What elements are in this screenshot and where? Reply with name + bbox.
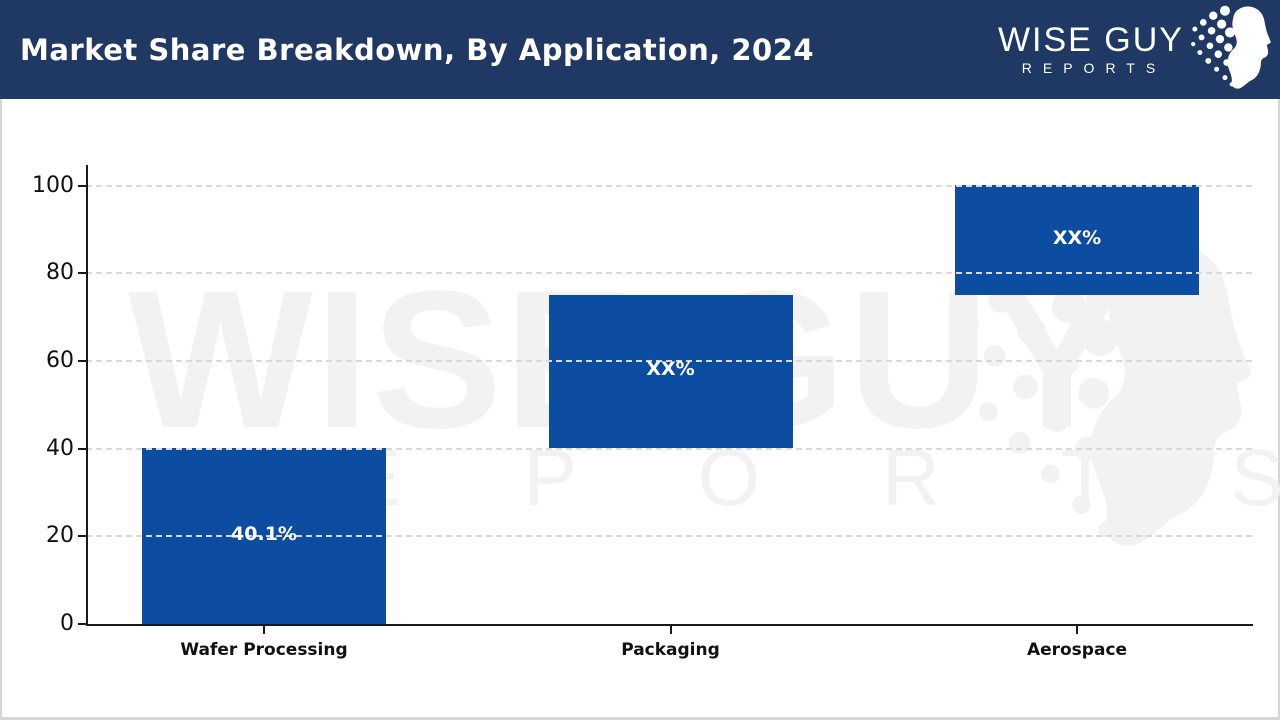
x-axis-spine [86,624,1253,626]
y-axis-spine [86,165,88,626]
x-axis-category-label: Packaging [621,640,720,660]
y-gridline [86,447,1253,450]
y-gridline [86,535,1253,538]
y-axis-tick-label: 60 [46,347,74,373]
y-axis-tick-label: 40 [46,435,74,461]
y-axis-tick-label: 0 [60,611,74,636]
y-axis-tick-label: 20 [46,523,74,549]
logo-head-icon [1191,5,1271,89]
bar-segment-2 [548,294,793,449]
y-tick-mark [78,535,86,538]
y-gridline [86,359,1253,362]
bar-value-label: XX% [1052,226,1102,249]
watermark-head-icon [955,238,1252,546]
wise-guy-reports-logo: WISE GUY REPORTS [998,0,1280,99]
x-tick-mark [1076,626,1078,634]
y-axis-tick-label: 80 [46,260,74,286]
logo-text: WISE GUY REPORTS [998,23,1184,76]
x-tick-mark [669,626,672,634]
bar-value-label: 40.1% [231,523,297,546]
y-tick-mark [78,359,86,362]
x-axis-category-label: Wafer Processing [180,640,348,660]
y-axis-tick-label: 100 [32,172,74,198]
x-axis-category-label: Aerospace [1026,640,1128,660]
y-tick-mark [78,272,86,275]
y-tick-mark [78,184,86,187]
x-tick-mark [263,626,265,634]
bar-segment-3 [955,185,1199,295]
y-tick-mark [78,623,86,625]
logo-wordmark: WISE GUY [997,21,1184,59]
page-title: Market Share Breakdown, By Application, … [20,32,815,67]
header-bar: Market Share Breakdown, By Application, … [0,0,1280,99]
logo-subtitle: REPORTS [1021,60,1167,76]
y-gridline [86,272,1253,275]
bar-value-label: XX% [646,358,695,381]
y-tick-mark [78,447,86,450]
y-gridline [86,184,1253,187]
